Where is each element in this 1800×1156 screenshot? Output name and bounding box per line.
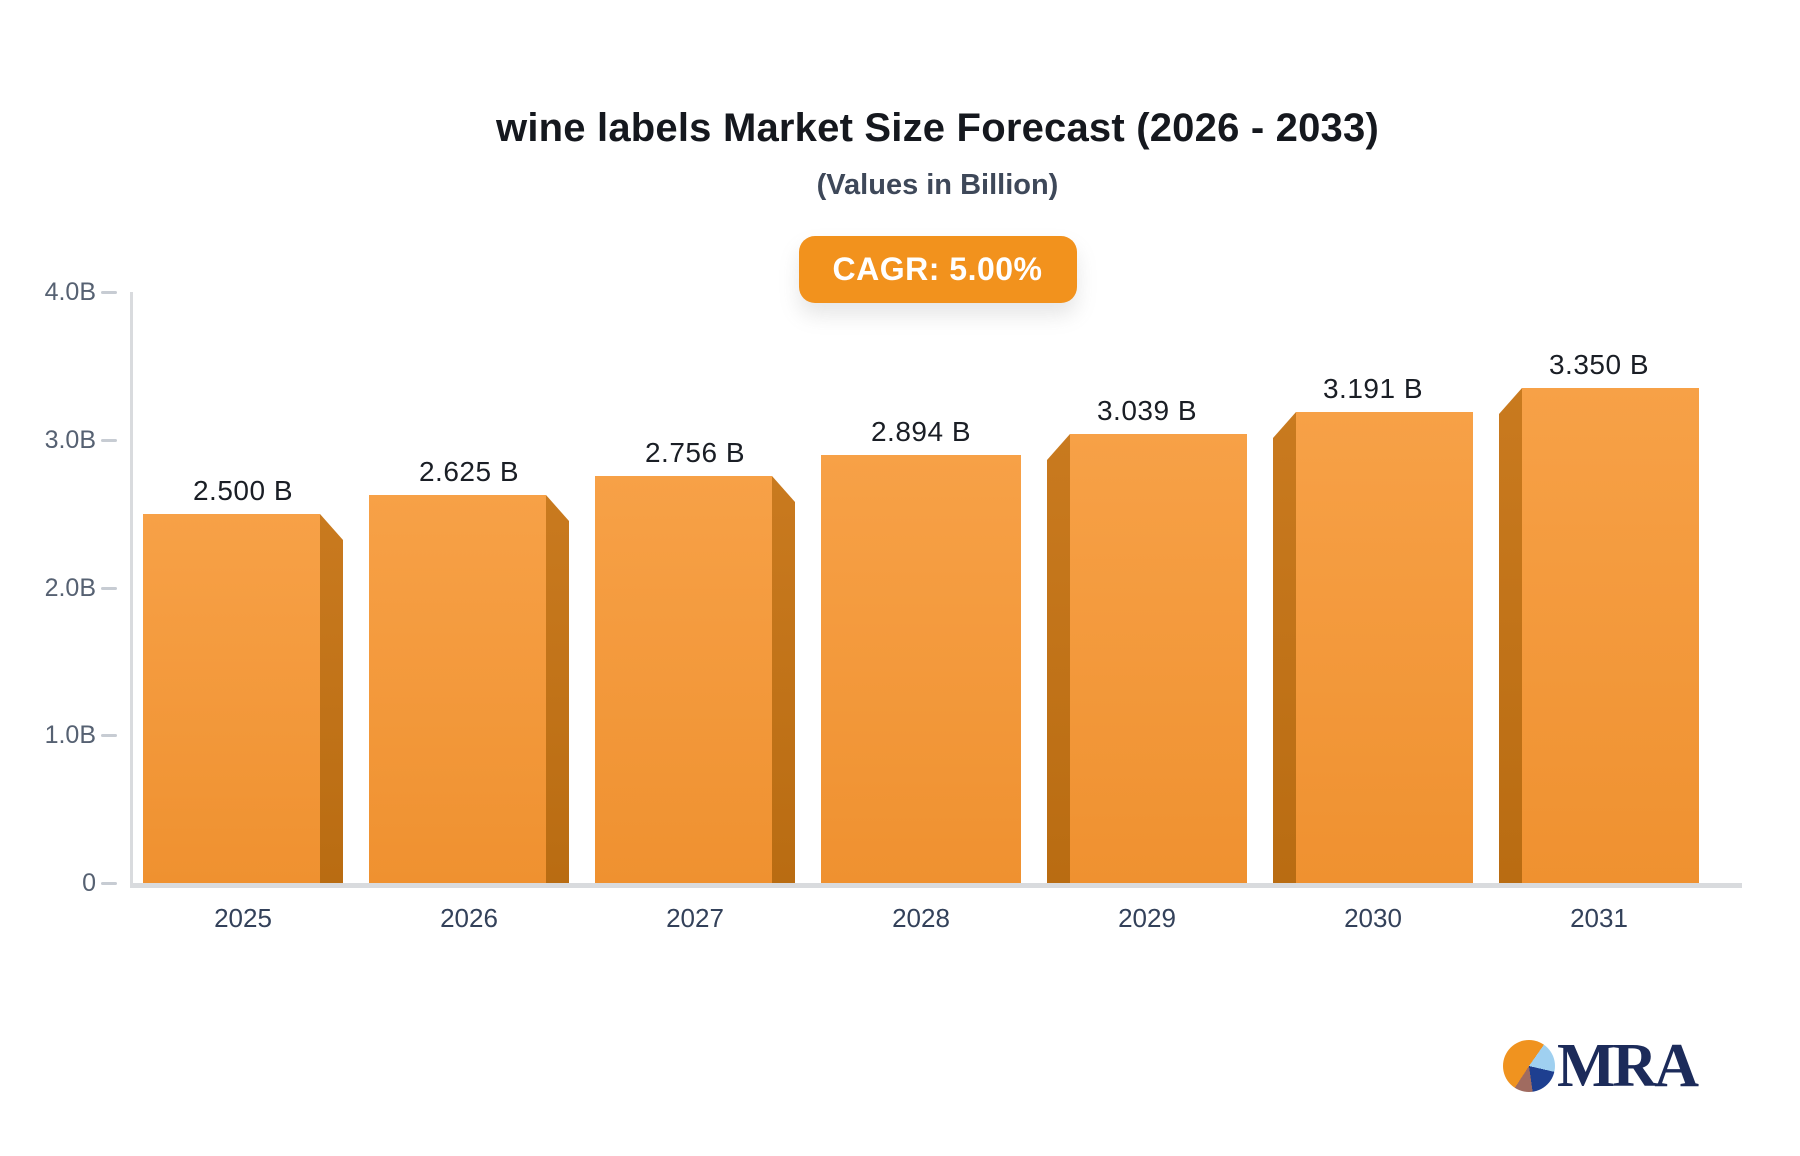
bar: 3.350 B <box>1499 349 1699 883</box>
cagr-badge: CAGR: 5.00% <box>798 236 1077 303</box>
bar-side-face <box>320 514 343 883</box>
bar-column: 2.625 B <box>356 456 582 883</box>
x-axis-category-label: 2031 <box>1570 903 1628 933</box>
bar-side-face <box>1047 434 1070 883</box>
bar: 3.191 B <box>1273 373 1473 883</box>
y-tick-mark <box>101 586 117 590</box>
bar-front-face <box>821 455 1021 883</box>
x-axis-category-label: 2030 <box>1344 903 1402 933</box>
y-tick-mark <box>101 291 117 294</box>
bar: 3.039 B <box>1047 395 1247 883</box>
y-tick-mark <box>101 882 117 885</box>
bar-front-face <box>143 514 320 883</box>
x-axis-labels: 2025 2026 2027 2028 2029 2030 2031 <box>130 903 1712 943</box>
chart-title: wine labels Market Size Forecast (2026 -… <box>496 106 1379 150</box>
x-axis-category-label: 2026 <box>440 903 498 933</box>
mra-pie-icon <box>1503 1040 1555 1092</box>
bar-value-label: 3.039 B <box>1096 395 1198 426</box>
bar-value-label: 3.191 B <box>1322 373 1424 404</box>
bar-value-label: 2.625 B <box>418 456 520 487</box>
y-axis-line <box>130 292 133 886</box>
y-tick-label: 3.0B <box>44 425 96 454</box>
bar-side-face <box>546 495 569 883</box>
bar-front-face <box>1296 412 1473 883</box>
mra-logo: MRA <box>1503 1032 1699 1100</box>
bar-column: 2.894 B <box>808 416 1034 883</box>
bar-front-face <box>369 495 546 883</box>
bar-column: 3.191 B <box>1260 373 1486 883</box>
x-axis-category-label: 2028 <box>892 903 950 933</box>
x-axis-category-label: 2029 <box>1118 903 1176 933</box>
bar-side-face <box>1499 388 1522 883</box>
bar-value-label: 3.350 B <box>1548 349 1650 380</box>
chart-subtitle: (Values in Billion) <box>816 169 1059 201</box>
bar-value-label: 2.894 B <box>870 416 972 447</box>
bar-plot-area: 2.500 B 2.625 B 2.756 B 2.894 B 3.039 B 3.191… <box>130 292 1712 883</box>
bar-column: 2.756 B <box>582 437 808 883</box>
bar-side-face <box>772 476 795 883</box>
y-tick-label: 2.0B <box>44 573 96 602</box>
bar-column: 2.500 B <box>130 475 356 883</box>
bar-column: 3.039 B <box>1034 395 1260 883</box>
x-axis-category-label: 2025 <box>214 903 272 933</box>
bar: 2.756 B <box>595 437 795 883</box>
y-tick-mark <box>101 438 117 442</box>
bar: 2.894 B <box>821 416 1021 883</box>
bar: 2.500 B <box>143 475 343 883</box>
bar-front-face <box>595 476 772 883</box>
y-tick-label: 4.0B <box>44 278 96 306</box>
bar-column: 3.350 B <box>1486 349 1712 883</box>
chart-header: wine labels Market Size Forecast (2026 -… <box>130 0 1745 303</box>
y-tick-label: 1.0B <box>44 721 96 750</box>
mra-logo-text: MRA <box>1557 1032 1699 1100</box>
bar-front-face <box>1070 434 1247 883</box>
bar-side-face <box>1273 412 1296 883</box>
y-tick-mark <box>101 734 117 738</box>
bar: 2.625 B <box>369 456 569 883</box>
bar-front-face <box>1522 388 1699 883</box>
x-axis-line <box>130 883 1742 888</box>
bar-value-label: 2.756 B <box>644 437 746 468</box>
bar-value-label: 2.500 B <box>192 475 294 506</box>
y-tick-label: 0 <box>82 869 96 897</box>
x-axis-category-label: 2027 <box>666 903 724 933</box>
